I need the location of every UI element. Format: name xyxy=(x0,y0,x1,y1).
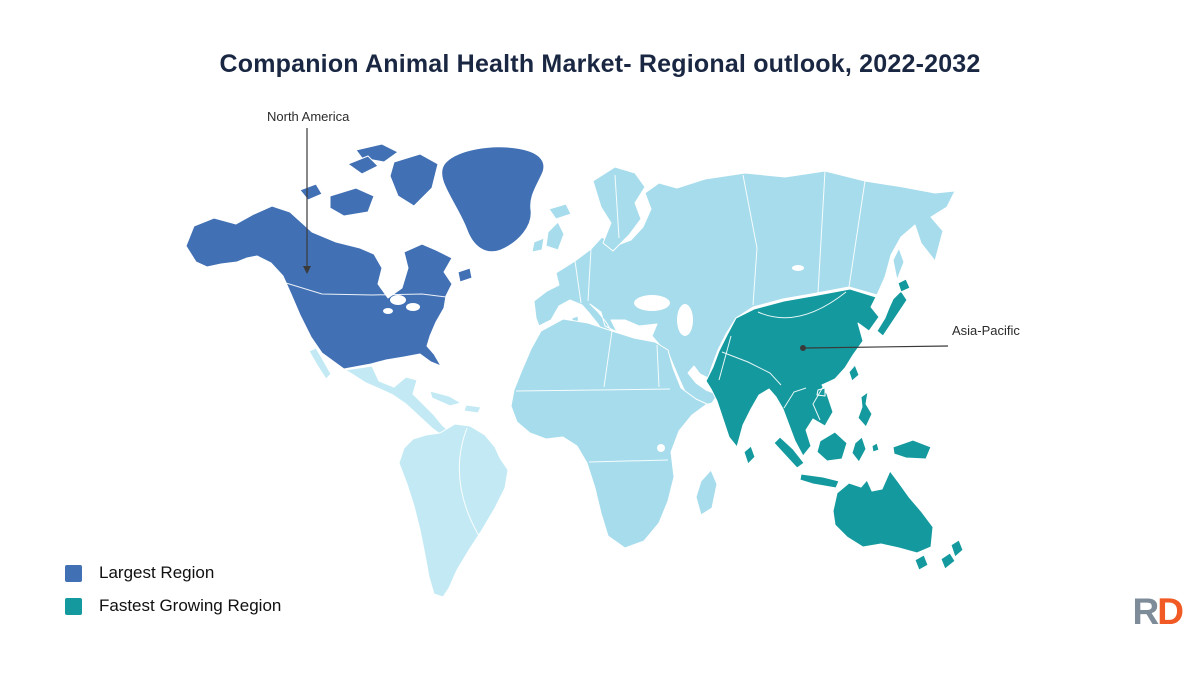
region-baja-california xyxy=(308,347,332,380)
asia-pacific-landmass xyxy=(705,278,964,571)
logo-letter-r: R xyxy=(1132,591,1160,632)
great-lakes-3 xyxy=(383,308,393,314)
legend-label-largest-region: Largest Region xyxy=(99,563,215,582)
region-north-america xyxy=(185,205,453,370)
island-new-zealand-south xyxy=(940,552,956,570)
island-java xyxy=(799,473,840,489)
asia-pacific-pointer xyxy=(800,345,949,351)
lake-victoria xyxy=(657,444,665,452)
region-greenland xyxy=(441,146,545,253)
lake-baikal xyxy=(792,265,804,271)
legend-swatch-largest-region xyxy=(65,564,82,582)
island-baffin xyxy=(389,153,439,207)
legend-swatch-fastest-growing-region xyxy=(65,597,82,615)
label-north-america: North America xyxy=(267,109,350,124)
island-hispaniola xyxy=(463,404,482,414)
latin-america-landmass xyxy=(308,347,509,598)
island-sumatra xyxy=(773,436,805,469)
legend-item-fastest-growing-region: Fastest Growing Region xyxy=(65,596,281,616)
island-victoria xyxy=(329,187,375,217)
lakes-and-seas xyxy=(383,265,804,452)
island-philippines xyxy=(857,391,873,428)
region-south-america xyxy=(398,423,509,598)
island-new-zealand-north xyxy=(950,539,964,558)
asia-pacific-pointer-dot xyxy=(800,345,806,351)
logo-letter-d: D xyxy=(1157,591,1184,632)
brand-logo: RD xyxy=(1132,591,1184,632)
north-america-pointer xyxy=(303,128,311,274)
region-asia-pacific-mainland xyxy=(705,288,880,457)
legend-label-fastest-growing-region: Fastest Growing Region xyxy=(99,596,282,615)
island-sakhalin xyxy=(892,247,905,281)
island-great-britain xyxy=(545,221,565,251)
island-cuba xyxy=(429,390,462,407)
caspian-sea xyxy=(677,304,693,336)
island-sulawesi xyxy=(851,436,867,463)
great-lakes-1 xyxy=(390,295,406,305)
island-new-guinea xyxy=(892,439,932,460)
island-arctic-small-2 xyxy=(299,183,323,201)
region-scandinavia xyxy=(592,166,646,252)
region-mexico-central-america xyxy=(322,354,450,438)
island-arctic-small-1 xyxy=(347,155,379,175)
legend: Largest Region Fastest Growing Region xyxy=(65,563,281,616)
black-sea xyxy=(634,295,670,311)
island-moluccas xyxy=(871,442,880,453)
island-sri-lanka xyxy=(743,445,756,465)
island-iceland xyxy=(548,203,572,220)
island-madagascar xyxy=(695,469,718,516)
island-japan-honshu xyxy=(876,290,908,337)
great-lakes-2 xyxy=(406,303,420,311)
asia-pacific-pointer-line xyxy=(805,345,949,349)
island-newfoundland xyxy=(457,267,473,283)
island-tasmania xyxy=(914,554,929,571)
island-borneo xyxy=(816,431,848,462)
label-asia-pacific: Asia-Pacific xyxy=(952,323,1020,338)
island-taiwan xyxy=(848,364,860,382)
island-japan-hokkaido xyxy=(897,278,911,293)
country-borders xyxy=(285,170,866,537)
north-america-landmass xyxy=(185,143,545,370)
region-australia xyxy=(832,470,934,554)
north-america-pointer-arrow xyxy=(303,266,311,274)
legend-item-largest-region: Largest Region xyxy=(65,563,281,583)
island-ireland xyxy=(531,237,545,253)
page-title: Companion Animal Health Market- Regional… xyxy=(219,50,981,78)
